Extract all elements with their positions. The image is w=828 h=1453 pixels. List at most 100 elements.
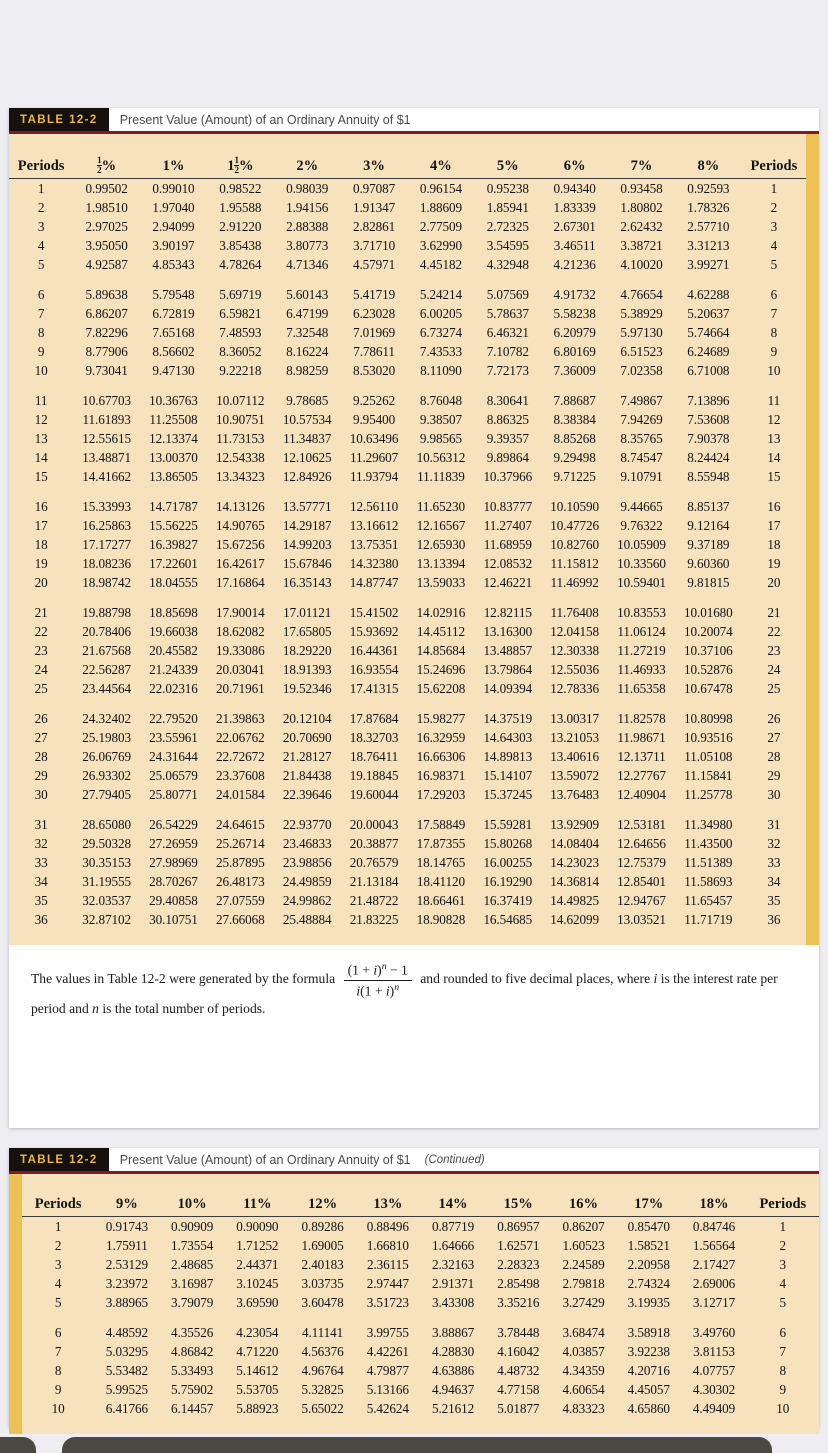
period-cell-left: 3 <box>54 1256 62 1272</box>
value-cell: 16.19290 <box>483 873 533 889</box>
value-cell: 4.96764 <box>301 1362 344 1378</box>
period-cell-right: 5 <box>779 1294 787 1310</box>
value-cell: 3.46511 <box>553 237 596 253</box>
value-cell: 25.26714 <box>216 835 265 851</box>
value-cell: 13.57771 <box>282 498 332 514</box>
table-row: 34 31.19555 28.70267 26.48173 24.49859 21.131… <box>9 872 806 891</box>
period-cell-right: 8 <box>779 1362 787 1378</box>
value-cell: 24.49859 <box>282 873 332 889</box>
value-cell: 3.80773 <box>286 237 329 253</box>
value-cell: 4.16042 <box>497 1343 540 1359</box>
value-cell: 5.21612 <box>431 1400 475 1416</box>
value-cell: 13.79864 <box>483 661 533 677</box>
value-cell: 1.66810 <box>366 1237 409 1253</box>
value-cell: 22.02316 <box>149 680 198 696</box>
value-cell: 30.10751 <box>149 911 198 927</box>
bottom-toolbar-left-pill[interactable] <box>0 1437 36 1453</box>
value-cell: 4.10020 <box>620 256 663 272</box>
bottom-toolbar-main-pill[interactable] <box>62 1437 772 1453</box>
value-cell: 11.93794 <box>349 468 399 484</box>
value-cell: 21.28127 <box>282 748 332 764</box>
value-cell: 23.98856 <box>282 854 332 870</box>
value-cell: 5.60143 <box>286 286 329 302</box>
table-2-caption: Present Value (Amount) of an Ordinary An… <box>109 1148 485 1171</box>
value-cell: 15.37245 <box>483 786 533 802</box>
value-cell: 27.98969 <box>149 854 198 870</box>
value-cell: 13.21053 <box>550 729 599 745</box>
value-cell: 11.98671 <box>617 729 666 745</box>
value-cell: 9.25262 <box>352 392 396 408</box>
value-cell: 18.04555 <box>149 574 198 590</box>
table-top-padding <box>9 134 806 156</box>
value-cell: 5.99525 <box>105 1381 148 1397</box>
period-cell-left: 11 <box>34 392 48 408</box>
value-cell: 16.42617 <box>216 555 265 571</box>
value-cell: 4.79877 <box>366 1362 409 1378</box>
table-row: 3 2.97025 2.94099 2.91220 2.88388 2.82861 2.77… <box>9 217 806 236</box>
value-cell: 25.80771 <box>149 786 198 802</box>
period-cell-left: 13 <box>34 430 48 446</box>
value-cell: 17.41315 <box>349 680 399 696</box>
table-row: 25 23.44564 22.02316 20.71961 19.52346 17.413… <box>9 679 806 698</box>
value-cell: 17.65805 <box>282 623 332 639</box>
value-cell: 9.78685 <box>286 392 329 408</box>
document-page-1: TABLE 12-2 Present Value (Amount) of an … <box>9 108 819 1128</box>
value-cell: 1.71252 <box>236 1237 279 1253</box>
value-cell: 6.51523 <box>620 343 663 359</box>
value-cell: 9.95400 <box>352 411 396 427</box>
value-cell: 12.53181 <box>617 816 666 832</box>
value-cell: 19.33086 <box>216 642 265 658</box>
table-row: 4 3.23972 3.16987 3.10245 3.03735 2.97447 2.91… <box>22 1274 819 1293</box>
value-cell: 14.71787 <box>149 498 198 514</box>
value-cell: 8.85137 <box>687 498 730 514</box>
table-row: 20 18.98742 18.04555 17.16864 16.35143 14.877… <box>9 573 806 592</box>
table-row: 1 0.91743 0.90909 0.90090 0.89286 0.88496 0.87… <box>22 1217 819 1237</box>
value-cell: 5.53482 <box>105 1362 148 1378</box>
value-cell: 0.86207 <box>562 1218 605 1234</box>
table-group-spacer <box>9 380 806 391</box>
value-cell: 15.67846 <box>282 555 332 571</box>
value-cell: 14.13126 <box>216 498 265 514</box>
bottom-toolbar[interactable] <box>0 1437 828 1453</box>
value-cell: 10.59401 <box>617 574 666 590</box>
value-cell: 5.33493 <box>171 1362 214 1378</box>
value-cell: 17.90014 <box>216 604 265 620</box>
period-cell-left: 22 <box>34 623 48 639</box>
value-cell: 3.43308 <box>431 1294 475 1310</box>
value-cell: 13.48857 <box>483 642 533 658</box>
value-cell: 17.22601 <box>149 555 198 571</box>
value-cell: 4.11141 <box>301 1324 344 1340</box>
value-cell: 9.47130 <box>152 362 195 378</box>
table-row: 2 1.98510 1.97040 1.95588 1.94156 1.91347 1.88… <box>9 198 806 217</box>
value-cell: 7.02358 <box>620 362 663 378</box>
period-cell-right: 11 <box>767 392 781 408</box>
value-cell: 4.07757 <box>692 1362 736 1378</box>
value-cell: 13.13394 <box>416 555 466 571</box>
value-cell: 15.41502 <box>349 604 399 620</box>
period-cell-left: 14 <box>34 449 48 465</box>
value-cell: 18.08236 <box>82 555 131 571</box>
value-cell: 11.46933 <box>617 661 666 677</box>
table-row: 24 22.56287 21.24339 20.03041 18.91393 16.935… <box>9 660 806 679</box>
value-cell: 14.29187 <box>282 517 332 533</box>
value-cell: 5.89638 <box>85 286 128 302</box>
formula-note-text-after: and rounded to five decimal places, wher… <box>31 971 778 1017</box>
value-cell: 2.91220 <box>219 218 262 234</box>
period-cell-right: 28 <box>767 748 781 764</box>
table-row: 36 32.87102 30.10751 27.66068 25.48884 21.832… <box>9 910 806 929</box>
table-bottom-padding <box>9 929 806 945</box>
value-cell: 5.20637 <box>687 305 730 321</box>
value-cell: 16.54685 <box>483 911 533 927</box>
value-cell: 3.88867 <box>431 1324 475 1340</box>
value-cell: 24.99862 <box>282 892 332 908</box>
value-cell: 19.66038 <box>149 623 198 639</box>
value-cell: 2.20958 <box>627 1256 670 1272</box>
table-row: 10 9.73041 9.47130 9.22218 8.98259 8.53020 8.1… <box>9 361 806 380</box>
column-header-8pct: 8% <box>674 156 742 180</box>
value-cell: 9.38507 <box>419 411 462 427</box>
value-cell: 6.23028 <box>352 305 396 321</box>
value-cell: 2.24589 <box>562 1256 605 1272</box>
table-row: 8 7.82296 7.65168 7.48593 7.32548 7.01969 6.73… <box>9 323 806 342</box>
value-cell: 4.42261 <box>366 1343 409 1359</box>
